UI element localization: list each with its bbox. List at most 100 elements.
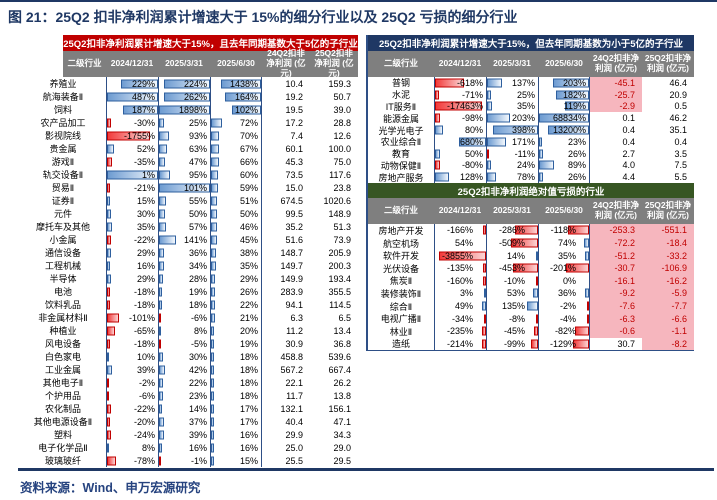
growth-cell: 15% — [210, 454, 262, 467]
q25-net-profit: -551.1 — [642, 224, 694, 237]
negative-data-bar — [482, 276, 486, 286]
growth-cell: 8% — [106, 441, 158, 454]
positive-data-bar — [487, 90, 491, 100]
growth-value: 135% — [501, 301, 525, 312]
growth-value: 262% — [183, 91, 207, 102]
growth-value: 14% — [506, 250, 525, 261]
growth-cell: 29% — [210, 272, 262, 285]
negative-data-bar — [483, 263, 486, 273]
growth-value: 70% — [239, 130, 258, 141]
growth-value: -214% — [446, 338, 473, 349]
positive-data-bar — [159, 170, 170, 179]
column-header-cell: 2025/3/31 — [165, 58, 203, 69]
growth-value: 29% — [136, 247, 155, 258]
growth-cell: 52% — [106, 142, 158, 155]
growth-value: -618% — [456, 77, 483, 88]
positive-data-bar — [435, 172, 450, 182]
growth-value: 95% — [188, 169, 207, 180]
table-row: 工业金属 39% 42% 18% 567.2 667.4 — [20, 363, 358, 376]
positive-data-bar — [107, 209, 112, 218]
growth-value: -101% — [128, 312, 155, 323]
growth-value: 16% — [239, 442, 258, 453]
positive-data-bar — [211, 274, 215, 283]
industry-name: 农业综合Ⅱ — [380, 137, 422, 148]
growth-value: 119% — [563, 101, 586, 112]
positive-data-bar — [211, 287, 215, 296]
growth-cell: 35% — [210, 259, 262, 272]
growth-cell: 17% — [210, 402, 262, 415]
growth-cell: 67% — [210, 142, 262, 155]
growth-cell: 66% — [210, 155, 262, 168]
positive-data-bar — [553, 78, 589, 88]
growth-value: 46% — [239, 221, 258, 232]
left-table-header-band: 25Q2扣非净利润累计增速大于15%，且去年同期基数大于5亿的子行业 — [63, 35, 358, 51]
industry-name: 其他电子Ⅱ — [42, 378, 84, 388]
q25-net-profit: 34.3 — [333, 429, 351, 440]
q24-net-profit: 149.7 — [280, 260, 303, 271]
positive-data-bar — [107, 352, 110, 361]
growth-value: 14% — [188, 403, 207, 414]
negative-data-bar — [107, 339, 111, 348]
positive-data-bar — [159, 300, 163, 309]
negative-data-bar — [159, 456, 161, 465]
growth-cell: 35% — [538, 249, 590, 262]
industry-name: 贵金属 — [49, 144, 77, 154]
growth-value: -34% — [451, 313, 473, 324]
industry-name: 综合Ⅱ — [389, 301, 413, 312]
growth-value: 50% — [239, 208, 258, 219]
growth-cell: 1898% — [158, 103, 210, 116]
growth-value: 37% — [188, 416, 207, 427]
growth-value: 29% — [136, 273, 155, 284]
negative-data-bar — [159, 339, 161, 348]
table-row: 光伏设备 -135% -453% -201% -30.7 -106.9 — [368, 261, 694, 275]
industry-name: 普钢 — [391, 78, 410, 89]
growth-value: 66% — [239, 156, 258, 167]
growth-value: 25% — [516, 89, 535, 100]
growth-value: -18% — [133, 299, 155, 310]
table-row: 林业Ⅱ -235% -45% -82% -0.6 -1.1 — [368, 324, 694, 338]
q24-net-profit: 15.0 — [285, 182, 303, 193]
growth-cell: 50% — [434, 147, 486, 160]
q25-net-profit: 159.3 — [328, 78, 351, 89]
growth-value: -160% — [446, 275, 473, 286]
growth-value: 15% — [239, 455, 258, 466]
negative-data-bar — [107, 430, 111, 439]
growth-value: -3855% — [441, 250, 473, 261]
growth-cell: 224% — [158, 77, 210, 90]
q25-net-profit: 0.4 — [674, 136, 687, 147]
growth-value: 8% — [141, 442, 155, 453]
q25-net-profit: 13.8 — [333, 390, 351, 401]
growth-cell: 78% — [486, 171, 538, 184]
q25-net-profit: 12.6 — [333, 130, 351, 141]
q24-net-profit: 4.0 — [622, 160, 635, 171]
positive-data-bar — [536, 251, 538, 261]
q24-net-profit: 0.4 — [622, 136, 635, 147]
growth-value: 203% — [562, 77, 586, 88]
negative-data-bar — [587, 314, 589, 324]
positive-data-bar — [164, 92, 210, 101]
industry-name: 房地产开发 — [378, 225, 424, 236]
right-bottom-header-band: 25Q2扣非净利润绝对值亏损的行业 — [368, 183, 694, 199]
table-row: 小金属 -22% 141% 45% 51.6 73.9 — [20, 233, 358, 246]
column-header-cell: 2024/12/31 — [110, 58, 154, 69]
growth-cell: -80% — [434, 159, 486, 172]
growth-cell: 36% — [158, 246, 210, 259]
growth-cell: 26% — [538, 171, 590, 184]
growth-cell: 28% — [158, 272, 210, 285]
growth-value: 68834% — [552, 113, 586, 124]
q24-net-profit: 30.7 — [617, 338, 635, 349]
negative-data-bar — [107, 404, 111, 413]
growth-value: -35% — [133, 156, 155, 167]
growth-cell: -160% — [434, 274, 486, 288]
growth-value: 187% — [131, 104, 155, 115]
growth-value: 39% — [188, 429, 207, 440]
q25-net-profit: 35.1 — [669, 125, 687, 136]
q25-net-profit: 26.2 — [333, 377, 351, 388]
table-row: 非金属材料Ⅱ -101% -6% 21% 6.3 6.5 — [20, 311, 358, 324]
growth-cell: 39% — [158, 428, 210, 441]
negative-data-bar — [107, 118, 112, 127]
growth-cell: 10% — [106, 350, 158, 363]
growth-value: 1% — [141, 169, 155, 180]
growth-cell: 18% — [210, 376, 262, 389]
positive-data-bar — [493, 125, 538, 135]
